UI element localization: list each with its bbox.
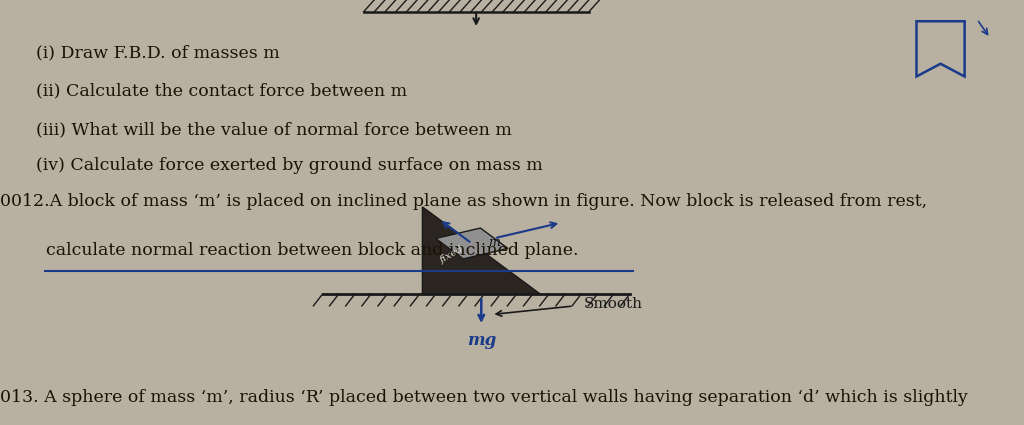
- Polygon shape: [436, 228, 508, 259]
- Text: fixed: fixed: [438, 245, 465, 265]
- Text: mg: mg: [467, 332, 496, 349]
- Text: 013. A sphere of mass ‘m’, radius ‘R’ placed between two vertical walls having s: 013. A sphere of mass ‘m’, radius ‘R’ pl…: [0, 389, 968, 406]
- Text: (iv) Calculate force exerted by ground surface on mass m: (iv) Calculate force exerted by ground s…: [36, 157, 543, 174]
- Text: 0012.A block of mass ‘m’ is placed on inclined plane as shown in figure. Now blo: 0012.A block of mass ‘m’ is placed on in…: [0, 193, 927, 210]
- Polygon shape: [422, 207, 541, 294]
- Text: Smooth: Smooth: [584, 297, 643, 311]
- Text: (iii) What will be the value of normal force between m: (iii) What will be the value of normal f…: [36, 121, 512, 138]
- Text: calculate normal reaction between block and inclined plane.: calculate normal reaction between block …: [46, 242, 579, 259]
- Text: (i) Draw F.B.D. of masses m: (i) Draw F.B.D. of masses m: [36, 45, 280, 62]
- Text: (ii) Calculate the contact force between m: (ii) Calculate the contact force between…: [36, 83, 407, 100]
- Text: m: m: [487, 236, 500, 249]
